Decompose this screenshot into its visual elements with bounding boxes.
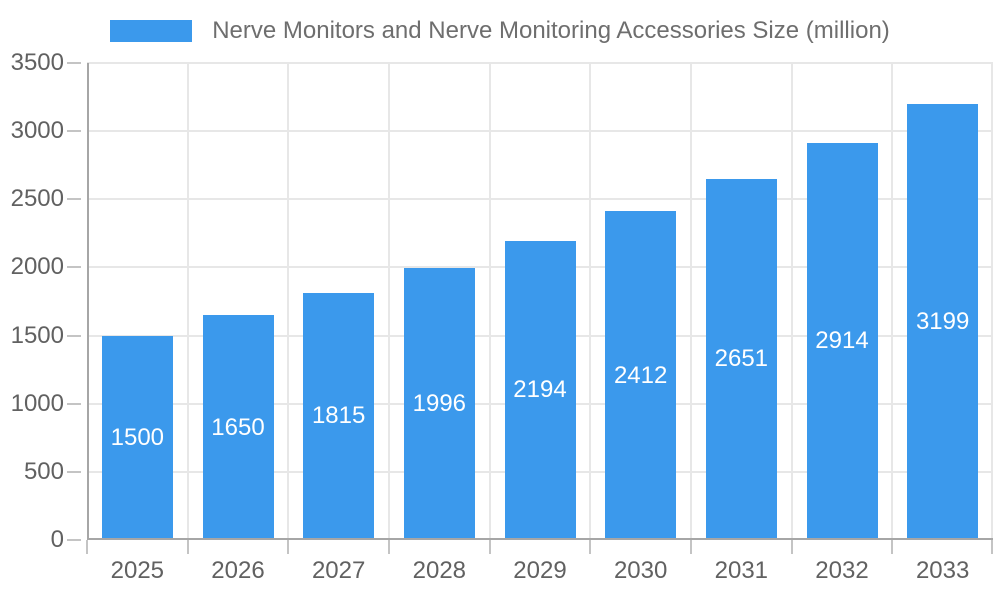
x-axis-label: 2028	[412, 557, 467, 584]
y-axis-tick	[67, 470, 81, 473]
x-axis-label: 2031	[714, 557, 769, 584]
y-axis-tick	[67, 130, 81, 133]
x-axis-label: 2025	[110, 557, 165, 584]
y-axis-tick-label: 500	[23, 457, 64, 485]
y-axis-tick-label: 1000	[10, 389, 64, 417]
y-axis-tick	[67, 266, 81, 269]
gridline-vertical	[690, 63, 692, 540]
y-axis-tick	[67, 198, 81, 201]
bar[interactable]	[705, 178, 777, 540]
y-axis-tick-label: 3000	[10, 117, 64, 145]
legend-swatch	[110, 20, 193, 42]
gridline-vertical	[891, 63, 894, 540]
bar[interactable]	[403, 267, 475, 540]
bar[interactable]	[907, 104, 979, 540]
gridline-vertical	[388, 63, 390, 540]
bar[interactable]	[202, 315, 274, 540]
x-axis-tick	[790, 540, 793, 554]
legend[interactable]: Nerve Monitors and Nerve Monitoring Acce…	[0, 16, 1000, 46]
gridline-vertical	[790, 63, 793, 540]
x-axis-tick	[86, 540, 88, 554]
x-axis-label: 2029	[513, 557, 567, 584]
y-axis-tick	[67, 334, 81, 337]
bar-value-label: 2194	[513, 376, 567, 404]
gridline-horizontal	[87, 62, 993, 64]
bar-value-label: 1650	[211, 413, 265, 441]
bar-value-label: 2412	[613, 361, 668, 389]
bar-value-label: 1500	[110, 423, 165, 451]
x-axis-tick	[589, 540, 592, 554]
x-axis-label: 2027	[311, 557, 366, 584]
gridline-vertical	[589, 63, 592, 540]
bar-value-label: 1815	[311, 402, 366, 430]
x-axis-tick	[388, 540, 390, 554]
bar[interactable]	[504, 241, 576, 540]
bar-value-label: 2914	[815, 327, 869, 355]
x-axis-label: 2030	[613, 557, 668, 584]
bar-value-label: 3199	[915, 308, 970, 335]
y-axis-tick-label: 1500	[10, 321, 64, 349]
x-axis-label: 2033	[915, 557, 970, 584]
gridline-horizontal	[87, 198, 993, 201]
y-axis-tick-label: 2000	[10, 253, 64, 281]
x-axis-tick	[690, 540, 692, 554]
y-axis-tick	[67, 402, 81, 405]
x-axis-tick	[287, 540, 290, 554]
bar[interactable]	[605, 211, 677, 540]
bar-value-label: 1996	[412, 389, 467, 417]
y-axis-tick	[67, 62, 81, 64]
x-axis-tick	[891, 540, 894, 554]
bar[interactable]	[101, 335, 173, 540]
y-axis-tick	[67, 539, 81, 541]
x-axis-label: 2032	[815, 557, 869, 584]
gridline-horizontal	[87, 130, 993, 133]
y-axis-tick-label: 0	[50, 526, 64, 553]
y-axis-tick-label: 2500	[10, 185, 64, 213]
legend-label: Nerve Monitors and Nerve Monitoring Acce…	[212, 17, 890, 44]
x-axis-tick	[186, 540, 189, 554]
y-axis-line	[87, 63, 89, 540]
gridline-vertical	[186, 63, 189, 540]
y-axis-tick-label: 3500	[10, 49, 64, 76]
gridline-vertical	[991, 63, 993, 540]
bar[interactable]	[806, 142, 878, 540]
x-axis-tick	[991, 540, 993, 554]
bar-value-label: 2651	[714, 345, 769, 373]
bar[interactable]	[303, 292, 375, 540]
x-axis-label: 2026	[211, 557, 265, 584]
x-axis-line	[87, 538, 993, 540]
plot-area: 1500 1650 1815 1996 2194 2412 2651 2914 3199	[87, 62, 993, 540]
gridline-vertical	[287, 63, 290, 540]
x-axis-tick	[488, 540, 491, 554]
gridline-vertical	[488, 63, 491, 540]
